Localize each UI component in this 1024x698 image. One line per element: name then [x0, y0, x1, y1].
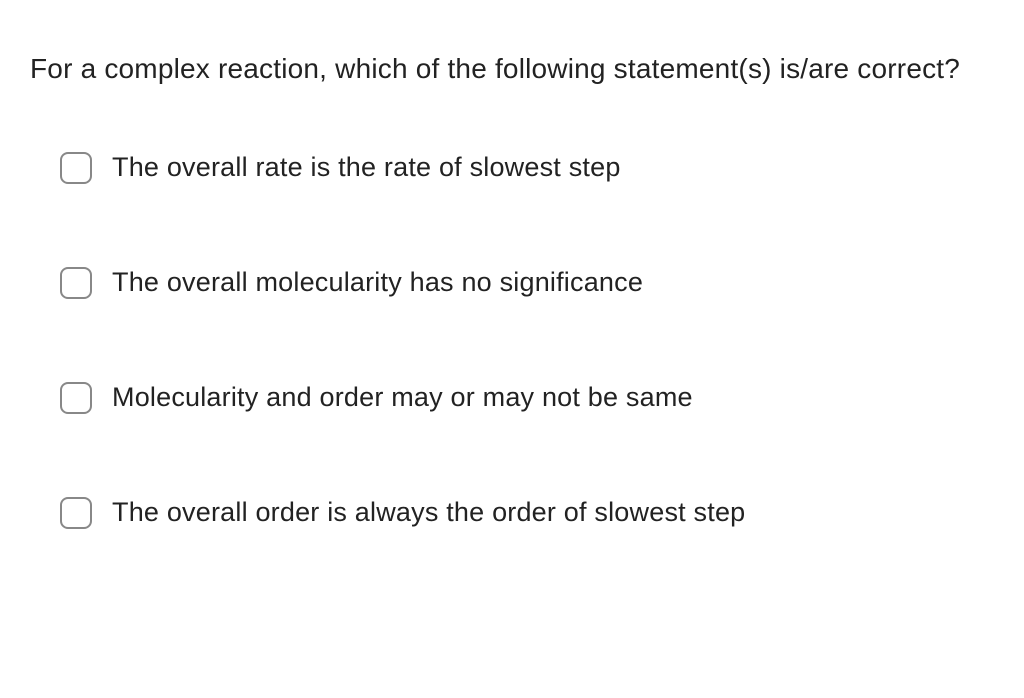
question-text: For a complex reaction, which of the fol…: [30, 48, 994, 90]
option-row: Molecularity and order may or may not be…: [60, 380, 994, 415]
checkbox-3[interactable]: [60, 382, 92, 414]
option-row: The overall rate is the rate of slowest …: [60, 150, 994, 185]
checkbox-4[interactable]: [60, 497, 92, 529]
option-label: The overall order is always the order of…: [112, 495, 745, 530]
option-label: The overall rate is the rate of slowest …: [112, 150, 621, 185]
options-list: The overall rate is the rate of slowest …: [30, 150, 994, 530]
option-row: The overall molecularity has no signific…: [60, 265, 994, 300]
option-label: Molecularity and order may or may not be…: [112, 380, 693, 415]
option-label: The overall molecularity has no signific…: [112, 265, 643, 300]
checkbox-1[interactable]: [60, 152, 92, 184]
option-row: The overall order is always the order of…: [60, 495, 994, 530]
checkbox-2[interactable]: [60, 267, 92, 299]
